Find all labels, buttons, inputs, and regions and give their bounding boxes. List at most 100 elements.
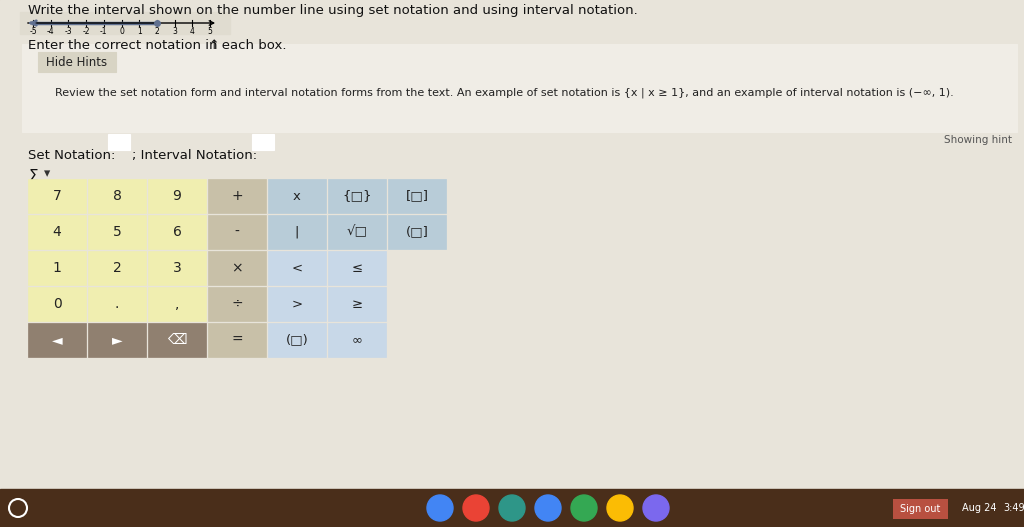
Text: <: < bbox=[292, 261, 302, 275]
Bar bbox=[252, 134, 274, 150]
Circle shape bbox=[607, 495, 633, 521]
Bar bbox=[208, 323, 266, 357]
Text: {□}: {□} bbox=[342, 190, 372, 202]
Bar bbox=[328, 287, 386, 321]
Circle shape bbox=[535, 495, 561, 521]
Text: -5: -5 bbox=[30, 27, 37, 36]
Text: 5: 5 bbox=[113, 225, 122, 239]
Bar bbox=[388, 179, 446, 213]
Text: ; Interval Notation:: ; Interval Notation: bbox=[132, 149, 257, 162]
Text: ◄: ◄ bbox=[51, 333, 62, 347]
Text: .: . bbox=[115, 297, 119, 311]
Text: +: + bbox=[231, 189, 243, 203]
Bar bbox=[88, 215, 146, 249]
Text: -3: -3 bbox=[65, 27, 73, 36]
Bar bbox=[148, 251, 206, 285]
Text: ∞: ∞ bbox=[351, 334, 362, 346]
Bar bbox=[148, 215, 206, 249]
Text: 3:49: 3:49 bbox=[1002, 503, 1024, 513]
Bar bbox=[208, 287, 266, 321]
Bar bbox=[38, 52, 116, 72]
Bar bbox=[88, 251, 146, 285]
Bar bbox=[28, 251, 86, 285]
Bar bbox=[893, 499, 948, 519]
Text: 1: 1 bbox=[137, 27, 141, 36]
Text: -4: -4 bbox=[47, 27, 54, 36]
Text: ⌫: ⌫ bbox=[167, 333, 186, 347]
Text: x: x bbox=[293, 190, 301, 202]
Text: -2: -2 bbox=[82, 27, 90, 36]
Text: =: = bbox=[231, 333, 243, 347]
Text: Write the interval shown on the number line using set notation and using interva: Write the interval shown on the number l… bbox=[28, 4, 638, 17]
Bar bbox=[328, 251, 386, 285]
Text: Hide Hints: Hide Hints bbox=[46, 55, 108, 69]
Text: 8: 8 bbox=[113, 189, 122, 203]
Bar bbox=[28, 323, 86, 357]
Circle shape bbox=[571, 495, 597, 521]
Circle shape bbox=[427, 495, 453, 521]
Text: Set Notation:: Set Notation: bbox=[28, 149, 116, 162]
Bar bbox=[388, 215, 446, 249]
Bar bbox=[88, 287, 146, 321]
Bar bbox=[22, 44, 1017, 132]
Circle shape bbox=[499, 495, 525, 521]
Bar bbox=[148, 287, 206, 321]
Bar bbox=[208, 251, 266, 285]
Text: 4: 4 bbox=[52, 225, 61, 239]
Text: Review the set notation form and interval notation forms from the text. An examp: Review the set notation form and interva… bbox=[55, 87, 953, 97]
Text: 4: 4 bbox=[189, 27, 195, 36]
Text: ≤: ≤ bbox=[351, 261, 362, 275]
Text: Σ: Σ bbox=[28, 169, 38, 184]
Text: 3: 3 bbox=[172, 27, 177, 36]
Text: ÷: ÷ bbox=[231, 297, 243, 311]
Circle shape bbox=[643, 495, 669, 521]
Text: ↑: ↑ bbox=[208, 39, 218, 52]
Text: >: > bbox=[292, 298, 302, 310]
Text: Enter the correct notation in each box.: Enter the correct notation in each box. bbox=[28, 39, 287, 52]
Text: ,: , bbox=[175, 297, 179, 311]
Bar bbox=[328, 323, 386, 357]
Bar bbox=[268, 179, 326, 213]
Bar bbox=[268, 287, 326, 321]
Bar bbox=[328, 215, 386, 249]
Text: 5: 5 bbox=[208, 27, 212, 36]
Bar bbox=[28, 287, 86, 321]
Text: Sign out: Sign out bbox=[900, 504, 941, 514]
Bar bbox=[88, 323, 146, 357]
Text: 3: 3 bbox=[173, 261, 181, 275]
Bar bbox=[148, 323, 206, 357]
Text: (□): (□) bbox=[286, 334, 308, 346]
Text: 2: 2 bbox=[155, 27, 160, 36]
Text: Aug 24: Aug 24 bbox=[962, 503, 996, 513]
Bar bbox=[328, 179, 386, 213]
Text: 6: 6 bbox=[173, 225, 181, 239]
Text: 2: 2 bbox=[113, 261, 122, 275]
Bar bbox=[268, 215, 326, 249]
Bar bbox=[268, 323, 326, 357]
Text: 7: 7 bbox=[52, 189, 61, 203]
Text: ×: × bbox=[231, 261, 243, 275]
Text: (□]: (□] bbox=[406, 226, 428, 239]
Text: [□]: [□] bbox=[406, 190, 428, 202]
Bar bbox=[268, 251, 326, 285]
Bar bbox=[108, 134, 130, 150]
Text: ►: ► bbox=[112, 333, 122, 347]
Text: -: - bbox=[234, 225, 240, 239]
Bar bbox=[208, 179, 266, 213]
Bar bbox=[0, 489, 1024, 527]
Text: |: | bbox=[295, 226, 299, 239]
Bar bbox=[20, 12, 230, 34]
Bar bbox=[208, 215, 266, 249]
Bar bbox=[28, 215, 86, 249]
Bar bbox=[148, 179, 206, 213]
Text: 0: 0 bbox=[52, 297, 61, 311]
Bar bbox=[88, 179, 146, 213]
Text: -1: -1 bbox=[100, 27, 108, 36]
Text: Showing hint: Showing hint bbox=[944, 135, 1012, 145]
Text: ≥: ≥ bbox=[351, 298, 362, 310]
Text: 0: 0 bbox=[119, 27, 124, 36]
Text: √□: √□ bbox=[346, 226, 368, 239]
Bar bbox=[28, 179, 86, 213]
Circle shape bbox=[463, 495, 489, 521]
Text: ▾: ▾ bbox=[44, 167, 50, 180]
